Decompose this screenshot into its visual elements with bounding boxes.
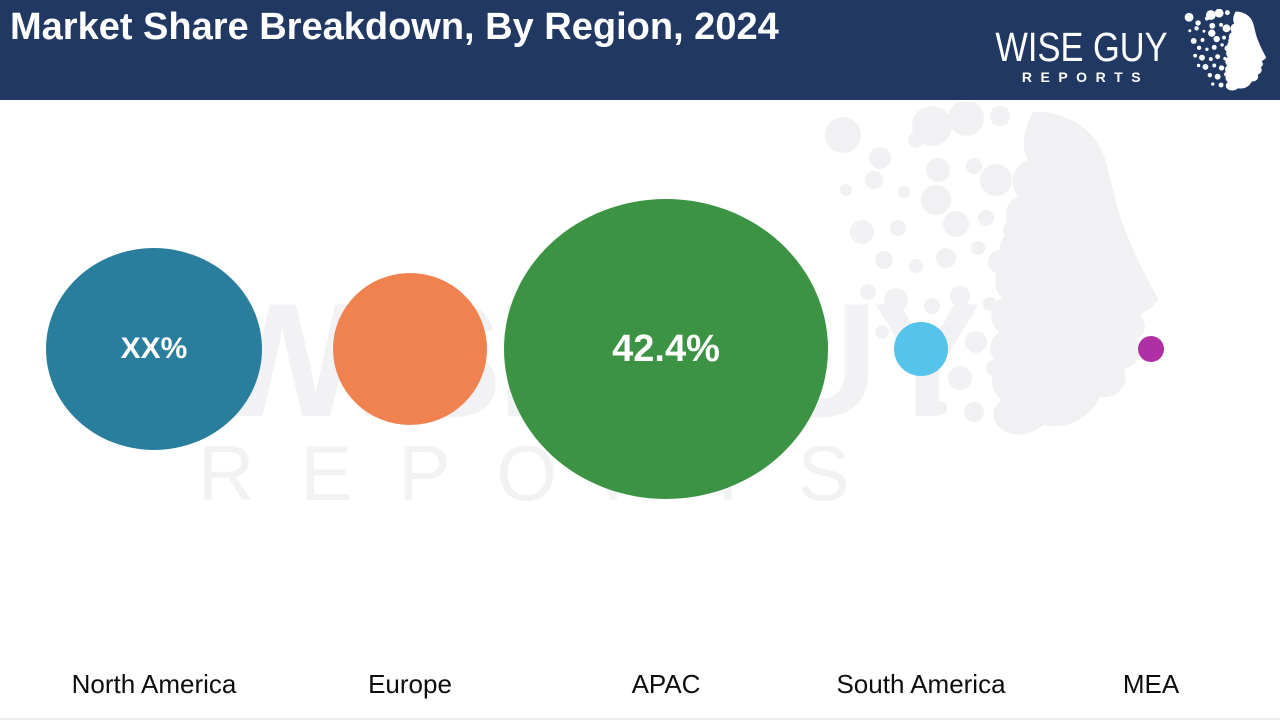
category-label-north-america: North America xyxy=(71,669,237,699)
bubble-value-label: XX% xyxy=(120,332,188,365)
category-label-apac: APAC xyxy=(631,669,701,699)
bubble-mea xyxy=(1138,336,1164,362)
page-title: Market Share Breakdown, By Region, 2024 xyxy=(10,6,779,48)
bubble-south-america xyxy=(894,322,948,376)
category-label-south-america: South America xyxy=(836,669,1006,699)
logo-wordmark: WISE GUY xyxy=(995,23,1168,70)
wise-guy-logo: WISE GUY REPORTS xyxy=(979,6,1270,98)
logo-subtitle: REPORTS xyxy=(1021,68,1150,85)
header-bar: Market Share Breakdown, By Region, 2024 … xyxy=(0,0,1280,100)
bubble-apac: 42.4% xyxy=(504,199,828,499)
bubble-europe xyxy=(333,273,487,425)
wise-guy-logo-text: WISE GUY REPORTS xyxy=(979,23,1184,85)
category-label-europe: Europe xyxy=(368,669,452,699)
bubble-north-america: XX% xyxy=(46,248,262,450)
bubble-value-label: 42.4% xyxy=(612,327,720,370)
category-label-mea: MEA xyxy=(1122,669,1180,699)
